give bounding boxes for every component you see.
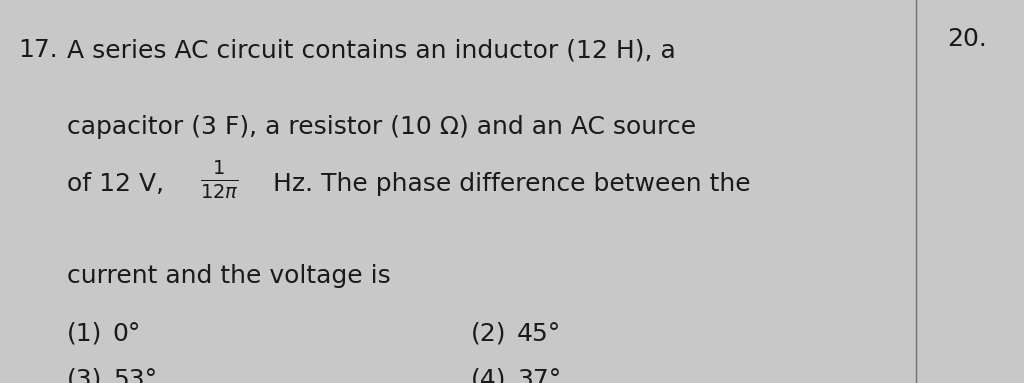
Text: 37°: 37° (517, 368, 561, 383)
Text: 53°: 53° (113, 368, 157, 383)
Text: (2): (2) (471, 322, 507, 346)
Text: $\frac{1}{12\pi}$: $\frac{1}{12\pi}$ (200, 159, 239, 201)
Text: 0°: 0° (113, 322, 141, 346)
Text: (3): (3) (67, 368, 102, 383)
Text: Hz. The phase difference between the: Hz. The phase difference between the (273, 172, 751, 196)
Text: 20.: 20. (947, 27, 987, 51)
Text: 45°: 45° (517, 322, 561, 346)
Text: of 12 V,: of 12 V, (67, 172, 164, 196)
Text: capacitor (3 F), a resistor (10 Ω) and an AC source: capacitor (3 F), a resistor (10 Ω) and a… (67, 115, 695, 139)
Text: 17.: 17. (18, 38, 58, 62)
Text: A series AC circuit contains an inductor (12 H), a: A series AC circuit contains an inductor… (67, 38, 675, 62)
Text: current and the voltage is: current and the voltage is (67, 264, 390, 288)
Text: (4): (4) (471, 368, 507, 383)
Text: (1): (1) (67, 322, 102, 346)
